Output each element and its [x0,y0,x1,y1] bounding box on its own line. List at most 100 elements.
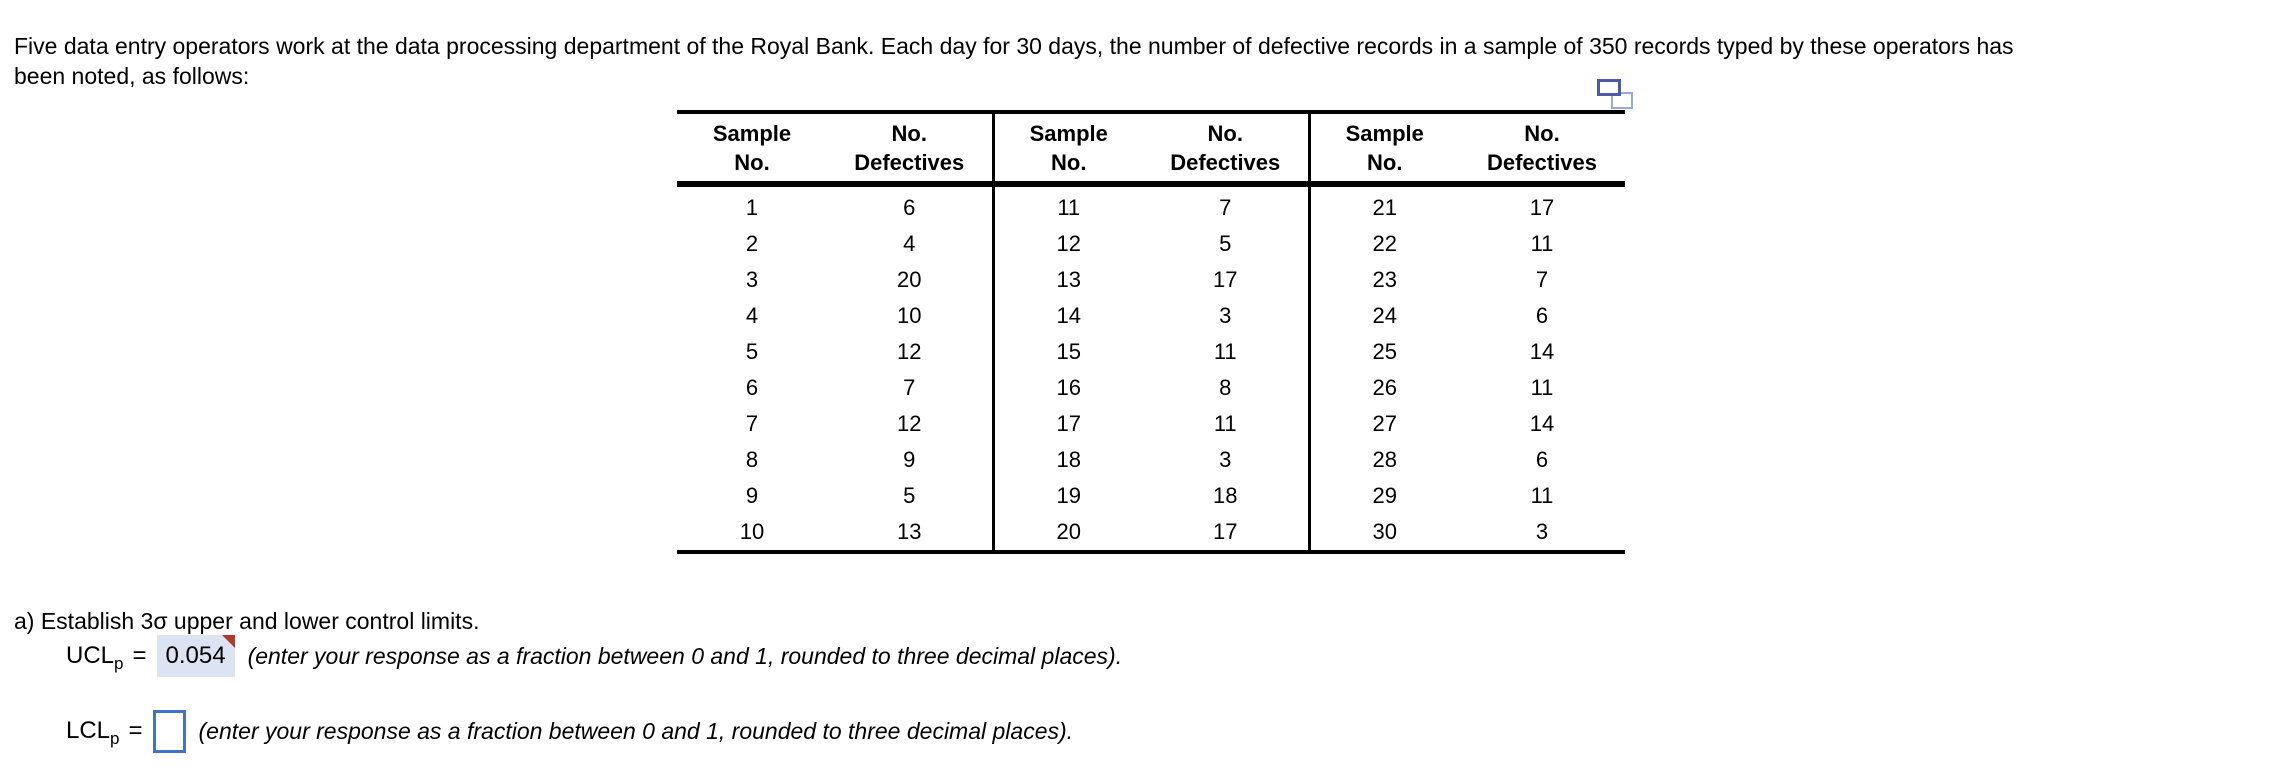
table-body: 1 6 11 7 21 17 2 4 12 5 22 11 3 20 13 17 23 7 4 10 14 3 24 6 5 12… [677,184,1625,552]
sample-no-cell: 19 [991,478,1143,514]
defectives-cell: 11 [1213,411,1237,436]
sample-no-cell: 10 [739,519,765,544]
question-a-label: a) Establish 3σ upper and lower control … [14,608,480,634]
sample-no-cell: 26 [1307,370,1459,406]
sample-no-cell: 18 [991,442,1143,478]
sample-no-cell: 2 [745,231,759,256]
table-row: 8 9 18 3 28 6 [677,442,1625,478]
defectives-cell: 11 [1530,231,1554,256]
defectives-cell: 12 [897,411,922,436]
ucl-equals-sign: = [132,642,147,669]
sample-no-cell: 22 [1307,226,1459,262]
sample-no-cell: 8 [745,447,759,472]
lcl-subscript: p [110,728,120,748]
lcl-instruction: (enter your response as a fraction betwe… [198,717,1074,744]
table-row: 1 6 11 7 21 17 [677,184,1625,226]
table-row: 10 13 20 17 30 3 [677,514,1625,552]
table-row: 9 5 19 18 29 11 [677,478,1625,514]
defectives-cell: 7 [1219,195,1232,220]
defectives-cell: 5 [903,483,916,508]
defectives-cell: 18 [1213,483,1238,508]
copy-icon[interactable] [1597,79,1633,109]
defectives-cell: 4 [903,231,916,256]
ucl-answer-line: UCLp = 0.054 (enter your response as a f… [66,634,1122,678]
table-row: 2 4 12 5 22 11 [677,226,1625,262]
sample-no-cell: 1 [745,195,759,220]
header-sample-no-1: Sample No. [677,112,827,187]
defectives-table: Sample No. No. Defectives Sample No. No.… [677,110,1625,554]
header-no-defectives-2: No. Defectives [1143,112,1309,187]
sample-no-cell: 25 [1307,334,1459,370]
ucl-subscript: p [114,653,124,673]
lcl-input[interactable] [152,709,186,753]
header-row: Sample No. No. Defectives Sample No. No.… [677,112,1625,187]
sample-no-cell: 12 [991,226,1143,262]
sample-no-cell: 28 [1307,442,1459,478]
defectives-cell: 11 [1530,483,1554,508]
defectives-cell: 17 [1213,519,1238,544]
lcl-equals-sign: = [128,717,143,744]
ucl-answer-value: 0.054 [165,642,226,669]
defectives-cell: 11 [1530,375,1554,400]
sample-no-cell: 5 [745,339,759,364]
defectives-cell: 5 [1219,231,1232,256]
sample-no-cell: 14 [991,298,1143,334]
problem-intro: Five data entry operators work at the da… [14,33,2014,89]
defectives-cell: 9 [903,447,916,472]
copy-icon-front-rect [1597,79,1621,96]
defectives-cell: 10 [897,303,922,328]
sample-no-cell: 16 [991,370,1143,406]
table-row: 4 10 14 3 24 6 [677,298,1625,334]
header-sample-no-3: Sample No. [1307,112,1459,187]
ucl-variable-label: UCLp [66,642,124,673]
sample-no-cell: 3 [745,267,759,292]
sample-no-cell: 30 [1307,514,1459,552]
ucl-instruction: (enter your response as a fraction betwe… [247,642,1123,669]
sample-no-cell: 7 [745,411,759,436]
table-row: 6 7 16 8 26 11 [677,370,1625,406]
defectives-cell: 11 [1213,339,1237,364]
copy-icon-back-rect [1611,92,1633,109]
header-sample-no-2: Sample No. [991,112,1143,187]
sample-no-cell: 9 [745,483,759,508]
lcl-answer-line: LCLp = (enter your response as a fractio… [66,708,1073,754]
defectives-cell: 20 [897,267,922,292]
header-no-defectives-1: No. Defectives [827,112,993,187]
sample-no-cell: 21 [1307,184,1459,226]
sample-no-cell: 23 [1307,262,1459,298]
sample-no-cell: 17 [991,406,1143,442]
defectives-cell: 14 [1529,411,1555,436]
sample-no-cell: 29 [1307,478,1459,514]
table-row: 7 12 17 11 27 14 [677,406,1625,442]
defectives-cell: 6 [1535,303,1549,328]
defectives-cell: 8 [1219,375,1232,400]
header-no-defectives-3: No. Defectives [1459,112,1625,187]
incorrect-flag-icon [221,635,235,648]
sample-no-cell: 11 [991,184,1143,226]
defectives-cell: 3 [1535,519,1549,544]
defectives-cell: 17 [1529,195,1555,220]
defectives-table-header: Sample No. No. Defectives Sample No. No.… [677,112,1625,187]
sample-no-cell: 27 [1307,406,1459,442]
defectives-cell: 3 [1219,447,1232,472]
sample-no-cell: 24 [1307,298,1459,334]
sample-no-cell: 6 [745,375,759,400]
defectives-cell: 12 [897,339,922,364]
defectives-cell: 14 [1529,339,1555,364]
sample-no-cell: 4 [745,303,759,328]
lcl-variable-label: LCLp [66,717,120,748]
table-row: 5 12 15 11 25 14 [677,334,1625,370]
ucl-answer-box[interactable]: 0.054 [156,635,235,677]
defectives-cell: 13 [897,519,922,544]
table-row: 3 20 13 17 23 7 [677,262,1625,298]
defectives-cell: 7 [903,375,916,400]
defectives-cell: 7 [1535,267,1549,292]
sample-no-cell: 15 [991,334,1143,370]
defectives-table-container: Sample No. No. Defectives Sample No. No.… [677,79,1633,554]
defectives-cell: 6 [1535,447,1549,472]
sample-no-cell: 20 [991,514,1143,552]
sample-no-cell: 13 [991,262,1143,298]
defectives-cell: 3 [1219,303,1232,328]
defectives-cell: 6 [903,195,916,220]
defectives-cell: 17 [1213,267,1238,292]
